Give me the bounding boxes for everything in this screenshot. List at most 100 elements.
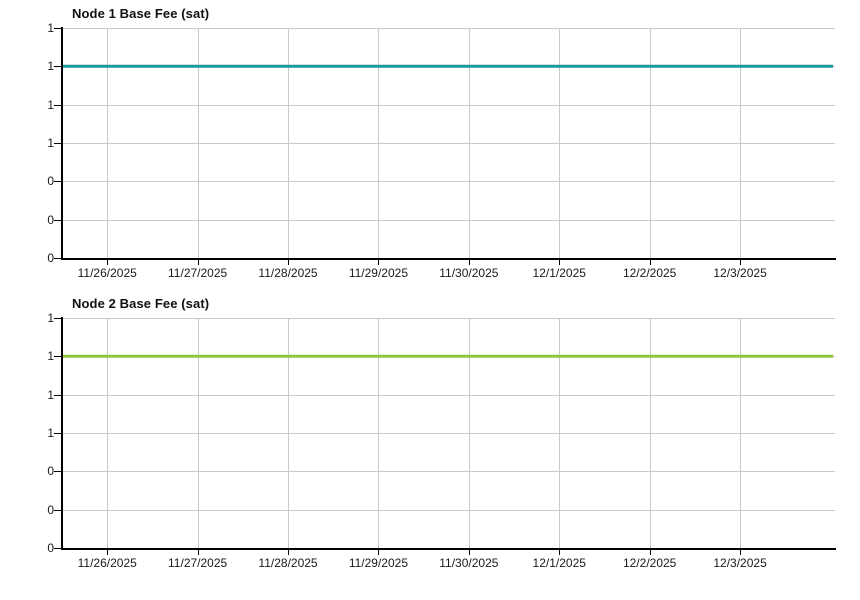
y-tick-mark <box>54 471 62 472</box>
gridline-vertical <box>198 318 199 548</box>
gridline-vertical <box>107 318 108 548</box>
chart-title: Node 1 Base Fee (sat) <box>72 6 210 21</box>
y-tick-mark <box>54 548 62 549</box>
x-tick-label: 11/30/2025 <box>439 266 499 280</box>
gridline-vertical <box>469 318 470 548</box>
y-tick-mark <box>54 143 62 144</box>
y-tick-label: 1 <box>47 98 54 112</box>
gridline-horizontal <box>62 143 835 144</box>
gridline-vertical <box>378 318 379 548</box>
x-tick-mark <box>740 260 741 265</box>
y-tick-label: 0 <box>47 251 54 265</box>
x-tick-label: 11/27/2025 <box>168 266 228 280</box>
plot-area <box>62 28 835 258</box>
y-tick-label: 1 <box>47 426 54 440</box>
y-tick-label: 1 <box>47 311 54 325</box>
x-tick-label: 11/29/2025 <box>348 266 409 280</box>
series-layer <box>62 354 833 358</box>
gridline-vertical <box>740 28 741 258</box>
x-tick-label: 11/26/2025 <box>77 266 137 280</box>
x-tick-label: 12/1/2025 <box>532 556 586 570</box>
y-tick-mark <box>54 105 62 106</box>
x-tick-mark <box>378 260 379 265</box>
x-tick-mark <box>198 550 199 555</box>
y-tick-label: 1 <box>47 349 54 363</box>
y-tick-label: 0 <box>47 464 54 478</box>
x-tick-label: 11/28/2025 <box>258 556 318 570</box>
gridline-vertical <box>288 28 289 258</box>
y-axis-line <box>61 317 63 549</box>
x-tick-label: 11/28/2025 <box>258 266 318 280</box>
gridline-horizontal <box>62 471 835 472</box>
gridline-vertical <box>198 28 199 258</box>
x-tick-label: 12/3/2025 <box>713 556 767 570</box>
x-tick-label: 12/3/2025 <box>713 266 767 280</box>
gridline-horizontal <box>62 318 835 319</box>
gridline-horizontal <box>62 433 835 434</box>
y-axis-labels: 1 1 1 1 0 0 0 <box>6 0 54 290</box>
y-tick-mark <box>54 28 62 29</box>
gridline-horizontal <box>62 395 835 396</box>
y-axis-line <box>61 27 63 259</box>
gridline-vertical <box>650 318 651 548</box>
plot-area <box>62 318 835 548</box>
x-tick-label: 11/27/2025 <box>168 556 228 570</box>
chart-panel-node-2: Node 2 Base Fee (sat) 1 1 1 1 0 0 0 11/26/2025… <box>0 290 860 580</box>
gridline-vertical <box>469 28 470 258</box>
x-tick-mark <box>107 550 108 555</box>
y-tick-label: 1 <box>47 59 54 73</box>
x-tick-mark <box>198 260 199 265</box>
x-tick-mark <box>378 550 379 555</box>
series-layer <box>62 64 833 68</box>
gridline-vertical <box>107 28 108 258</box>
gridline-vertical <box>559 318 560 548</box>
x-tick-mark <box>288 550 289 555</box>
gridline-vertical <box>740 318 741 548</box>
y-tick-mark <box>54 66 62 67</box>
y-tick-label: 1 <box>47 21 54 35</box>
x-tick-label: 11/29/2025 <box>348 556 409 570</box>
chart-title: Node 2 Base Fee (sat) <box>72 296 210 311</box>
y-tick-mark <box>54 395 62 396</box>
x-tick-mark <box>559 550 560 555</box>
y-tick-mark <box>54 356 62 357</box>
x-tick-mark <box>559 260 560 265</box>
y-tick-mark <box>54 220 62 221</box>
y-tick-mark <box>54 510 62 511</box>
y-axis-labels: 1 1 1 1 0 0 0 <box>6 290 54 580</box>
x-tick-label: 12/2/2025 <box>622 556 677 570</box>
gridline-horizontal <box>62 510 835 511</box>
gridline-vertical <box>288 318 289 548</box>
chart-panel-node-1: Node 1 Base Fee (sat) 1 1 1 1 0 0 0 11/26/2025… <box>0 0 860 290</box>
y-tick-label: 1 <box>47 136 54 150</box>
x-axis-line <box>61 548 836 550</box>
x-tick-mark <box>650 550 651 555</box>
x-tick-mark <box>740 550 741 555</box>
gridline-vertical <box>650 28 651 258</box>
x-tick-label: 11/30/2025 <box>439 556 499 570</box>
y-tick-mark <box>54 258 62 259</box>
y-tick-mark <box>54 181 62 182</box>
y-tick-label: 0 <box>47 174 54 188</box>
gridline-horizontal <box>62 220 835 221</box>
y-tick-label: 0 <box>47 503 54 517</box>
gridline-horizontal <box>62 28 835 29</box>
y-tick-label: 0 <box>47 213 54 227</box>
x-tick-label: 12/1/2025 <box>532 266 586 280</box>
x-axis-line <box>61 258 836 260</box>
x-tick-label: 12/2/2025 <box>622 266 677 280</box>
y-tick-mark <box>54 433 62 434</box>
y-tick-mark <box>54 318 62 319</box>
x-tick-mark <box>469 260 470 265</box>
y-tick-label: 1 <box>47 388 54 402</box>
x-tick-label: 11/26/2025 <box>77 556 137 570</box>
x-tick-mark <box>107 260 108 265</box>
gridline-vertical <box>378 28 379 258</box>
y-tick-label: 0 <box>47 541 54 555</box>
gridline-horizontal <box>62 181 835 182</box>
gridline-vertical <box>559 28 560 258</box>
x-tick-mark <box>469 550 470 555</box>
gridline-horizontal <box>62 105 835 106</box>
x-tick-mark <box>288 260 289 265</box>
